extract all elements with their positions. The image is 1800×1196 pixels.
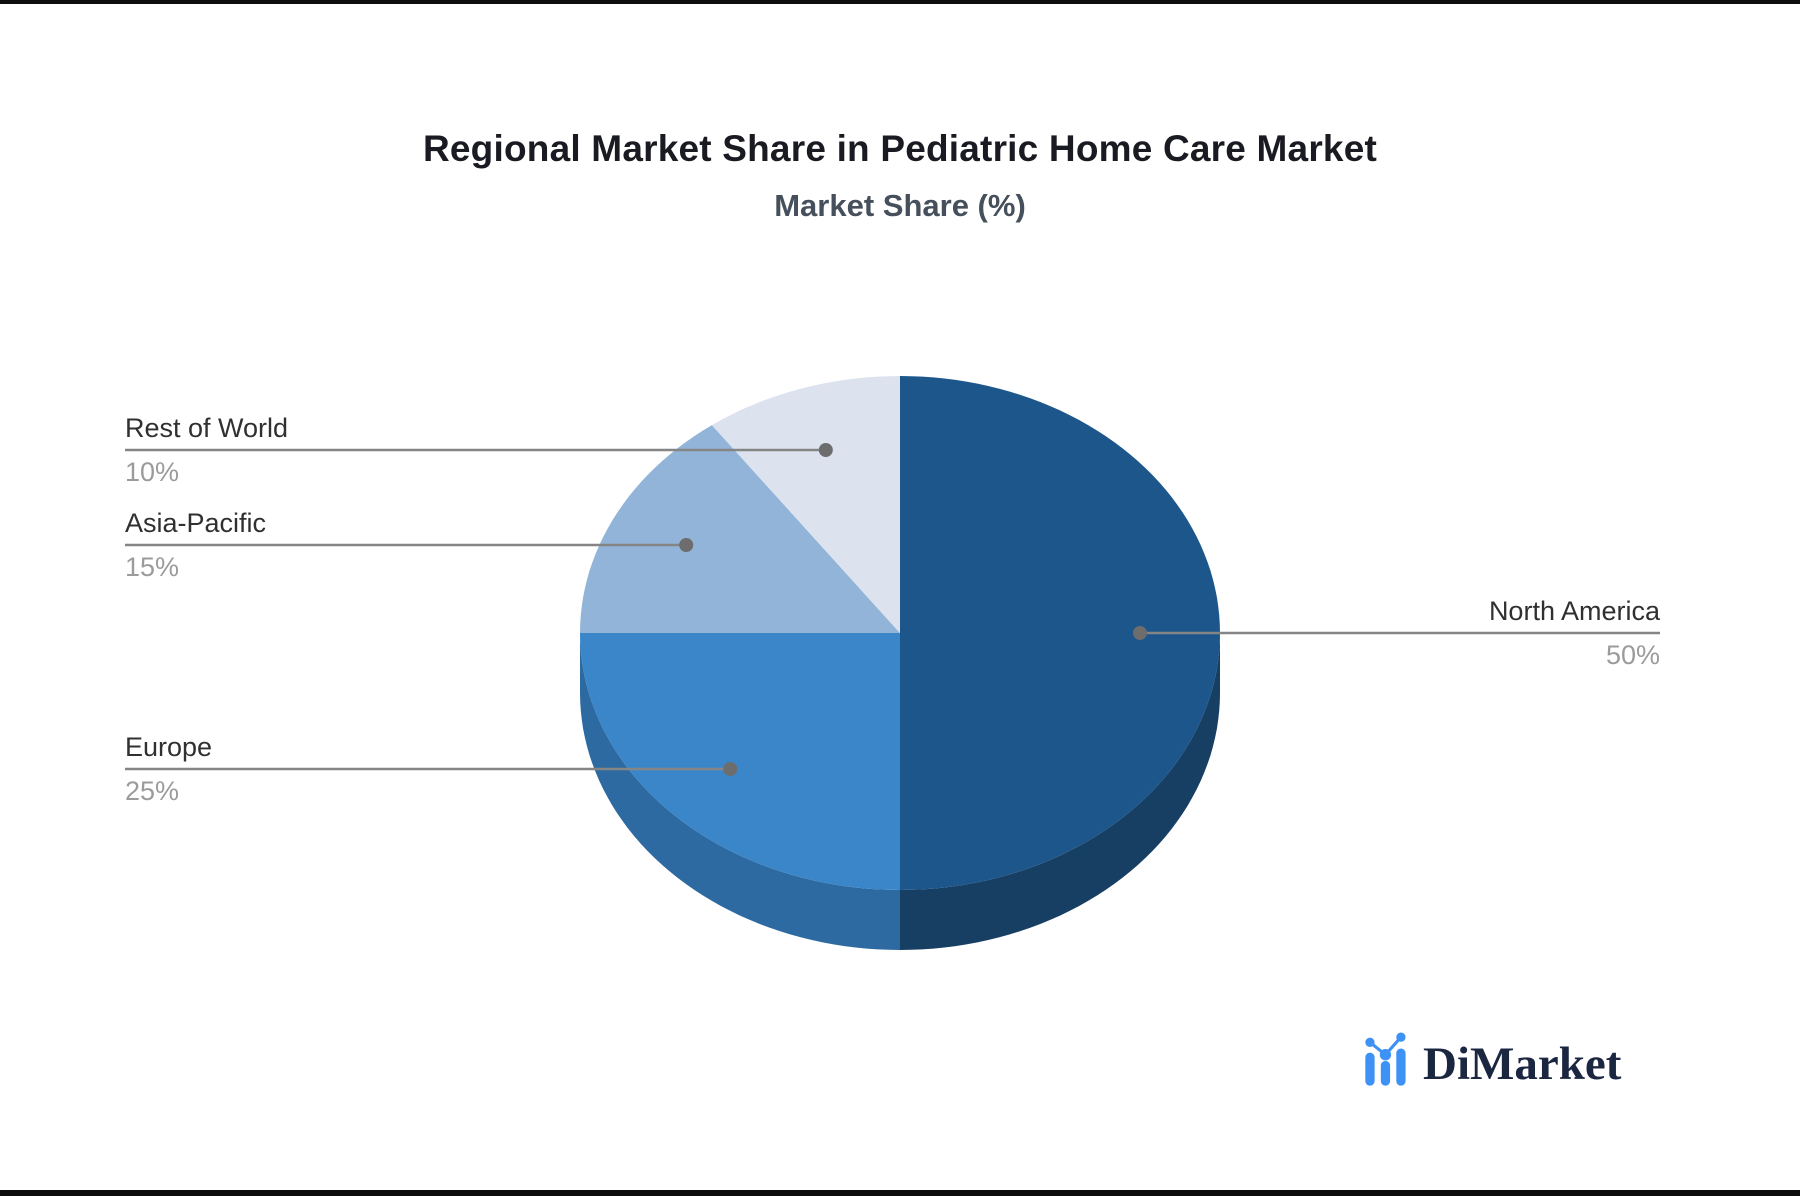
pie-slice-side-north-america — [900, 633, 1220, 950]
logo-text: DiMarket — [1423, 1038, 1622, 1090]
slice-label: Rest of World — [125, 413, 289, 443]
leader-dot-rest-of-world — [818, 443, 833, 457]
callout-asia-pacific: Asia-Pacific 15% — [125, 507, 266, 583]
slice-percent: 50% — [1605, 640, 1660, 670]
pie-slice-north-america[interactable] — [900, 376, 1220, 890]
slice-label: Asia-Pacific — [125, 508, 267, 538]
leader-dot-north-america — [1133, 626, 1147, 640]
slice-label: North America — [1488, 596, 1660, 626]
leader-dot-europe — [723, 762, 738, 776]
chart-subtitle: Market Share (%) — [774, 188, 1026, 223]
screenshot-top-edge — [0, 0, 1800, 4]
slice-percent: 15% — [125, 552, 180, 582]
chart-title: Regional Market Share in Pediatric Home … — [422, 128, 1378, 169]
bar-chart-trend-icon — [1365, 1032, 1406, 1086]
slice-label: Europe — [125, 732, 213, 762]
pie-slice-rest-of-world[interactable] — [711, 376, 900, 633]
pie-slice-europe[interactable] — [580, 633, 900, 890]
callout-rest-of-world: Rest of World 10% — [125, 412, 288, 488]
slice-percent: 25% — [125, 776, 180, 806]
pie-slice-side-europe — [580, 633, 900, 950]
callout-europe: Europe 25% — [125, 731, 212, 807]
leader-dot-asia-pacific — [679, 538, 694, 552]
dimarket-logo: DiMarket — [1363, 1028, 1621, 1100]
pie-slice-asia-pacific[interactable] — [580, 425, 900, 633]
screenshot-bottom-edge — [0, 1190, 1800, 1196]
slice-percent: 10% — [125, 457, 180, 487]
callout-north-america: North America 50% — [1489, 595, 1660, 671]
